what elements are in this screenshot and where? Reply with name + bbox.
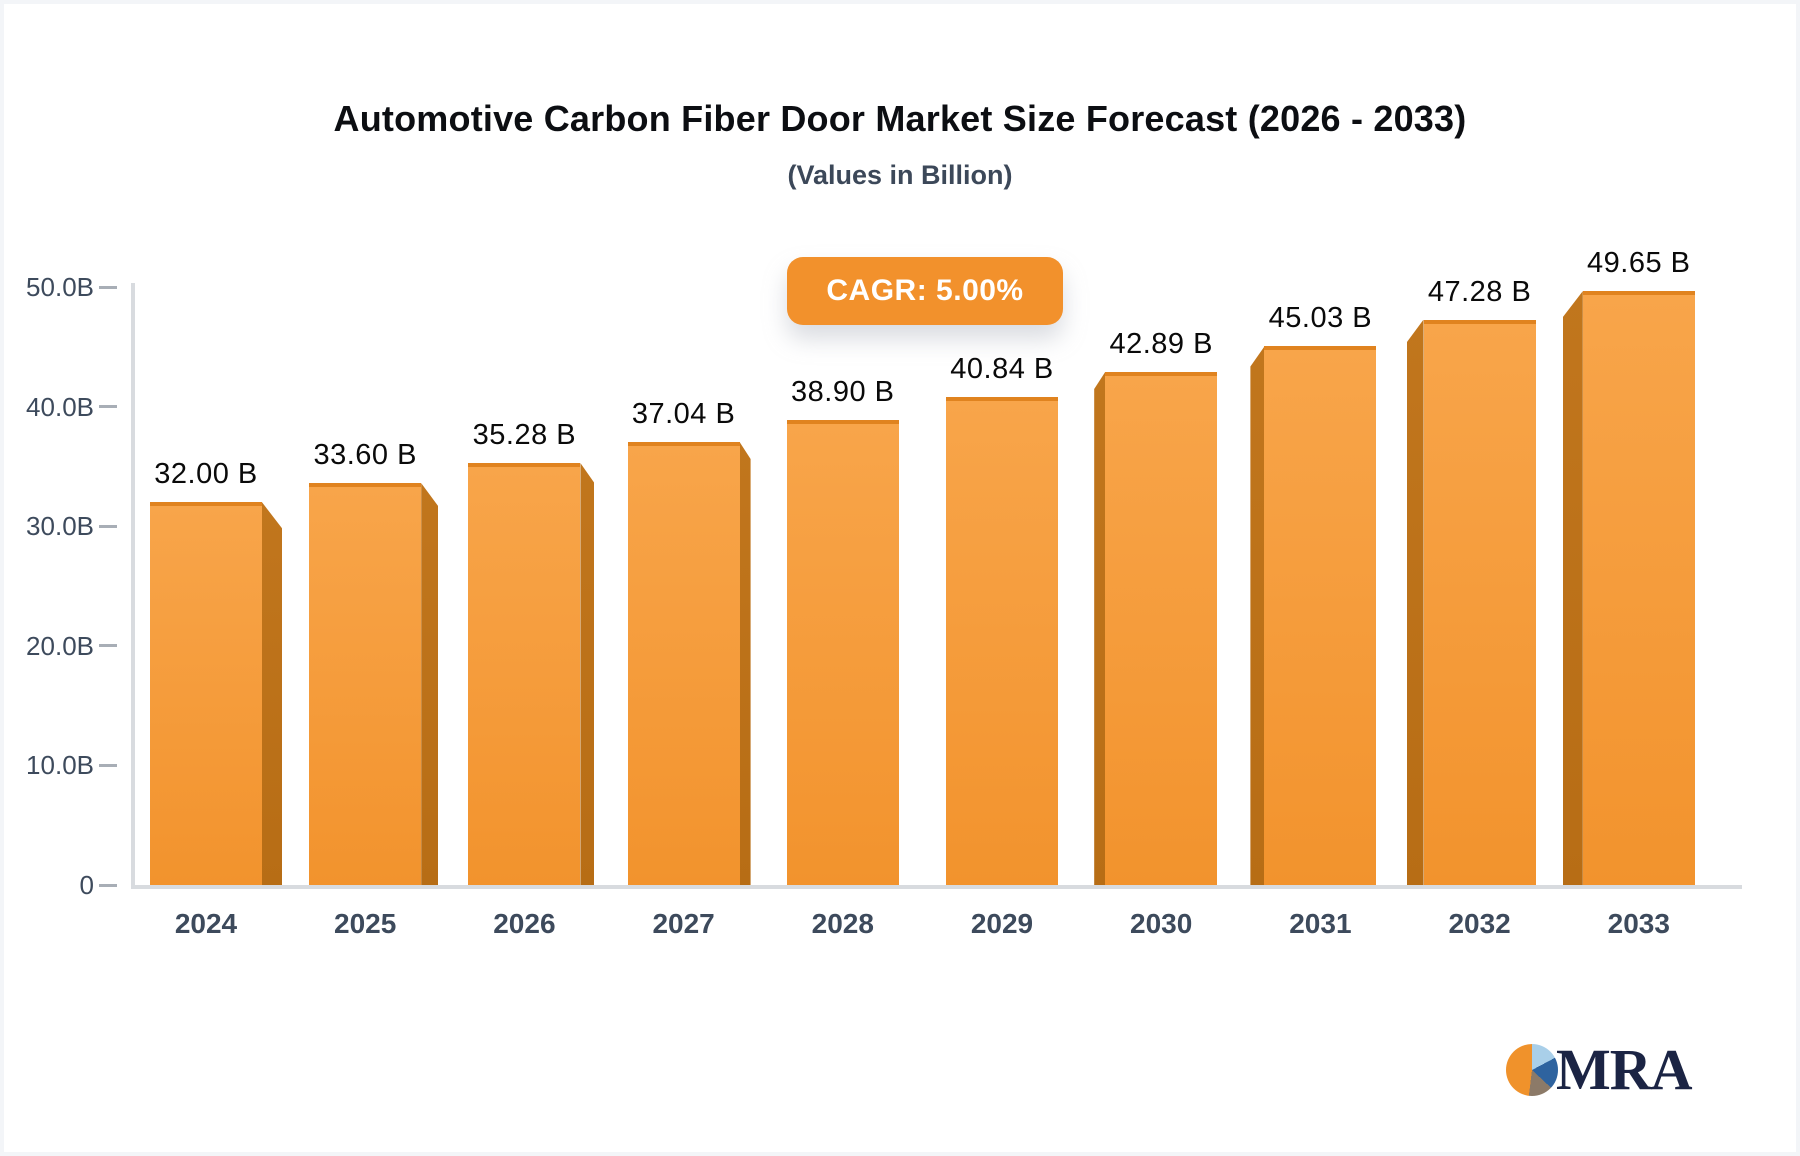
bar-3d-side [580,463,595,885]
bar-2028 [786,419,899,885]
x-axis-label: 2024 [174,908,238,939]
x-axis-label: 2029 [970,908,1034,939]
y-axis-tick [99,763,117,767]
bar-2027 [627,442,740,885]
y-axis-line [131,283,135,889]
x-axis-label: 2028 [811,908,874,939]
bar-3d-side [1406,319,1424,885]
x-axis-line [131,885,1742,889]
cagr-badge-label: CAGR: 5.00% [826,274,1024,307]
brand-name: MRA [1556,1037,1693,1102]
bar-value-label: 37.04 B [631,398,736,430]
bar-3d-side [262,502,282,885]
pie-chart-logo-icon [1506,1044,1558,1096]
y-axis-tick [99,524,117,528]
cagr-badge: CAGR: 5.00% [787,257,1063,325]
chart-title: Automotive Carbon Fiber Door Market Size… [333,98,1467,139]
y-axis-label: 10.0B [26,750,94,781]
x-axis-label: 2032 [1448,908,1511,939]
bar-3d-side [1562,291,1583,885]
y-axis-tick [99,285,117,289]
y-axis-tick [99,405,117,409]
bar-2029 [946,396,1058,885]
bar-value-label: 40.84 B [950,352,1054,385]
bar-2031 [1264,346,1377,885]
y-axis-label: 30.0B [26,511,94,542]
chart-subtitle: (Values in Billion) [787,160,1013,190]
bar-3d-side [739,442,751,885]
x-axis-label: 2026 [493,908,556,939]
bar-value-label: 35.28 B [472,419,577,452]
x-axis-label: 2027 [652,908,715,939]
bar-2030 [1105,372,1218,885]
bar-3d-side [1094,372,1106,885]
y-axis-label: 20.0B [26,630,94,661]
y-axis-tick [99,644,117,648]
brand-logo: MRA [1506,1037,1693,1102]
x-axis-label: 2030 [1130,908,1193,939]
y-axis-tick [99,883,117,887]
x-axis-label: 2025 [334,908,397,939]
bar-value-label: 42.89 B [1109,328,1213,361]
bar-2026 [468,463,581,885]
bar-value-label: 32.00 B [154,458,258,491]
bar-value-label: 45.03 B [1268,302,1373,335]
y-axis-label: 50.0B [26,272,94,302]
bar-value-label: 38.90 B [791,375,895,408]
bar-2024 [150,502,262,885]
bar-value-label: 49.65 B [1587,247,1691,280]
bar-3d-side [1250,346,1265,885]
y-axis-label: 40.0B [26,391,94,422]
y-axis-label: 0 [79,870,94,900]
bar-2025 [309,483,422,885]
bar-3d-side [421,483,439,885]
bar-2032 [1423,319,1536,885]
bar-value-label: 33.60 B [313,439,417,472]
bar-value-label: 47.28 B [1427,275,1532,308]
bar-2033 [1582,291,1695,885]
x-axis-label: 2031 [1289,908,1352,939]
x-axis-label: 2033 [1607,908,1670,939]
